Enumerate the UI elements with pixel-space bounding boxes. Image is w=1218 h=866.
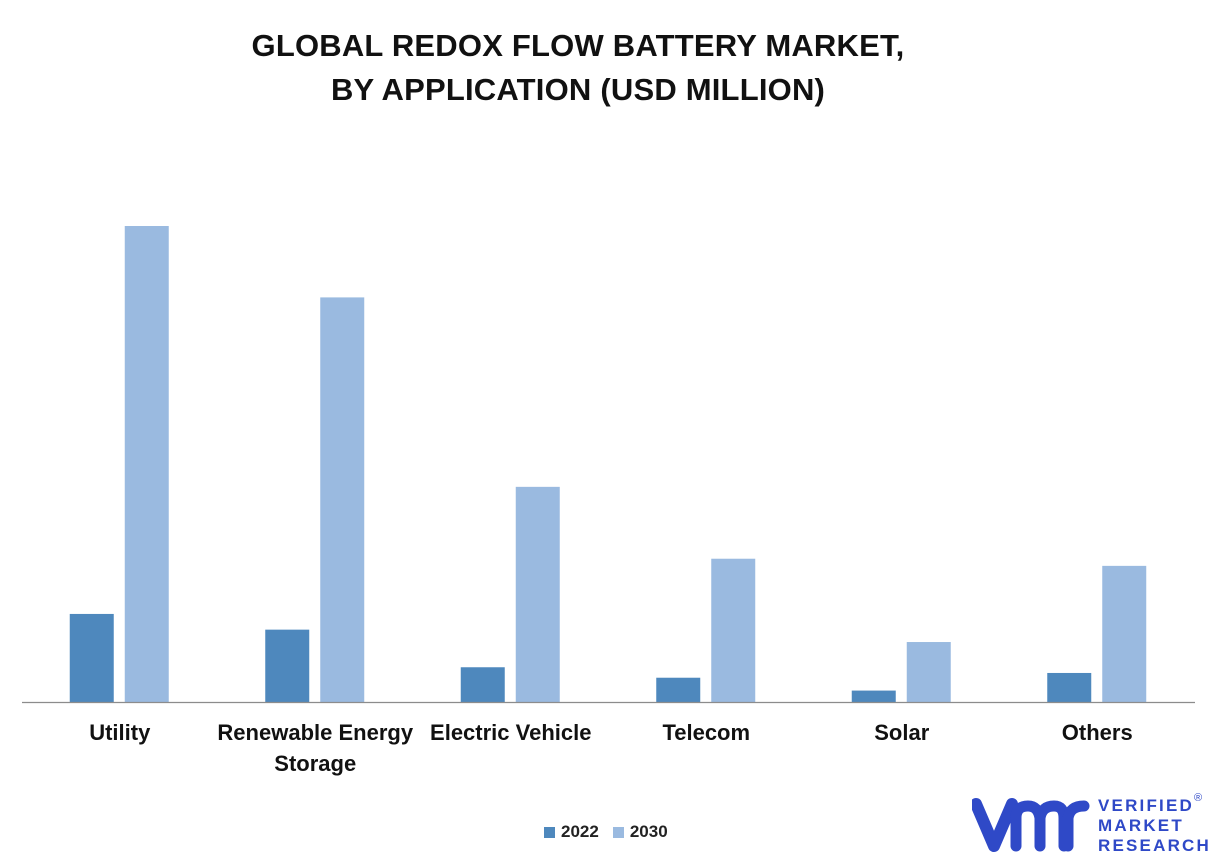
x-tick-label-2: Electric Vehicle [430, 720, 591, 745]
legend: 2022 2030 [544, 822, 668, 842]
x-tick-label-1-line-1: Storage [274, 751, 356, 776]
bar-2030-3 [711, 558, 756, 702]
bar-2030-4 [906, 642, 951, 702]
x-tick-label-4-line-0: Solar [874, 720, 929, 745]
x-tick-label-0-line-0: Utility [89, 720, 151, 745]
x-tick-label-3-line-0: Telecom [662, 720, 750, 745]
logo-text: VERIFIED MARKET RESEARCH [1098, 796, 1211, 856]
verified-market-research-logo: VERIFIED MARKET RESEARCH ® [972, 792, 1212, 858]
legend-item-2022: 2022 [544, 822, 599, 842]
vmr-logo-icon [972, 798, 1090, 852]
bar-2022-5 [1047, 672, 1092, 702]
x-tick-label-4: Solar [874, 720, 929, 745]
x-tick-label-2-line-0: Electric Vehicle [430, 720, 591, 745]
logo-line-market: MARKET [1098, 816, 1184, 835]
bar-2030-5 [1102, 565, 1147, 702]
bar-2022-0 [69, 613, 114, 702]
x-tick-label-5: Others [1062, 720, 1133, 745]
bar-2022-2 [460, 667, 505, 702]
bar-2022-1 [265, 629, 310, 702]
x-tick-label-0: Utility [89, 720, 151, 745]
x-tick-label-3: Telecom [662, 720, 750, 745]
legend-label-2022: 2022 [561, 822, 599, 841]
logo-line-verified: VERIFIED [1098, 796, 1195, 815]
legend-label-2030: 2030 [629, 822, 668, 841]
x-tick-label-1-line-0: Renewable Energy [217, 720, 413, 745]
chart-title-line-2: BY APPLICATION (USD MILLION) [330, 72, 826, 107]
bar-2030-2 [515, 486, 560, 702]
chart-title: GLOBAL REDOX FLOW BATTERY MARKET, BY APP… [0, 24, 1156, 112]
x-tick-label-5-line-0: Others [1062, 720, 1133, 745]
registered-mark: ® [1194, 792, 1203, 804]
bar-2030-0 [124, 226, 169, 702]
bar-2022-4 [851, 690, 896, 702]
logo-line-research: RESEARCH [1098, 836, 1212, 855]
bar-2030-1 [320, 297, 365, 702]
chart-title-line-1: GLOBAL REDOX FLOW BATTERY MARKET, [251, 28, 905, 63]
x-tick-label-1: Renewable Energy Storage [217, 720, 413, 776]
bar-2022-3 [656, 677, 701, 702]
legend-swatch-2030 [612, 826, 624, 838]
legend-item-2030: 2030 [612, 822, 668, 842]
legend-swatch-2022 [544, 826, 555, 838]
